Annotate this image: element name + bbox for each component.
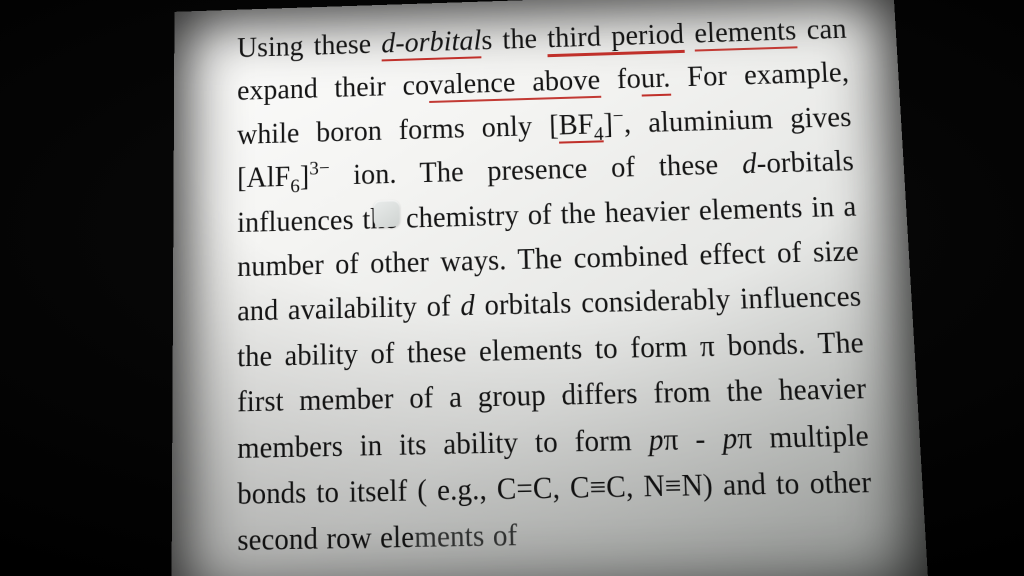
four-underlined: ur.: [640, 63, 671, 97]
paragraph: Using these d-orbitals the third period …: [237, 8, 875, 565]
t: Using these: [237, 29, 381, 64]
bf-underlined: BF4: [558, 109, 604, 144]
t: fo: [600, 64, 642, 96]
alf-sub: 6: [290, 176, 300, 198]
bf: BF: [558, 109, 594, 141]
pi-2: π: [737, 421, 753, 455]
t: ion. The presence of these: [330, 149, 743, 192]
d-italic-2: d: [460, 290, 475, 323]
trail: ments of: [414, 519, 518, 554]
pi-1: π -: [663, 422, 723, 456]
textbook-page: Using these d-orbitals the third period …: [171, 0, 929, 576]
p-pi-1a: p: [648, 423, 664, 457]
valence-above-underlined: valence above: [429, 65, 601, 103]
t: s the: [481, 23, 548, 56]
d-orbitals-underlined: d-orbital: [381, 25, 482, 61]
chem-c-callout: c: [406, 196, 419, 241]
third-period-underlined: third period: [547, 19, 685, 57]
screen: Using these d-orbitals the third period …: [0, 0, 1024, 576]
three-minus-sup: 3−: [309, 158, 330, 180]
elements-underlined: elements: [694, 15, 797, 51]
d-italic: d: [742, 148, 758, 180]
